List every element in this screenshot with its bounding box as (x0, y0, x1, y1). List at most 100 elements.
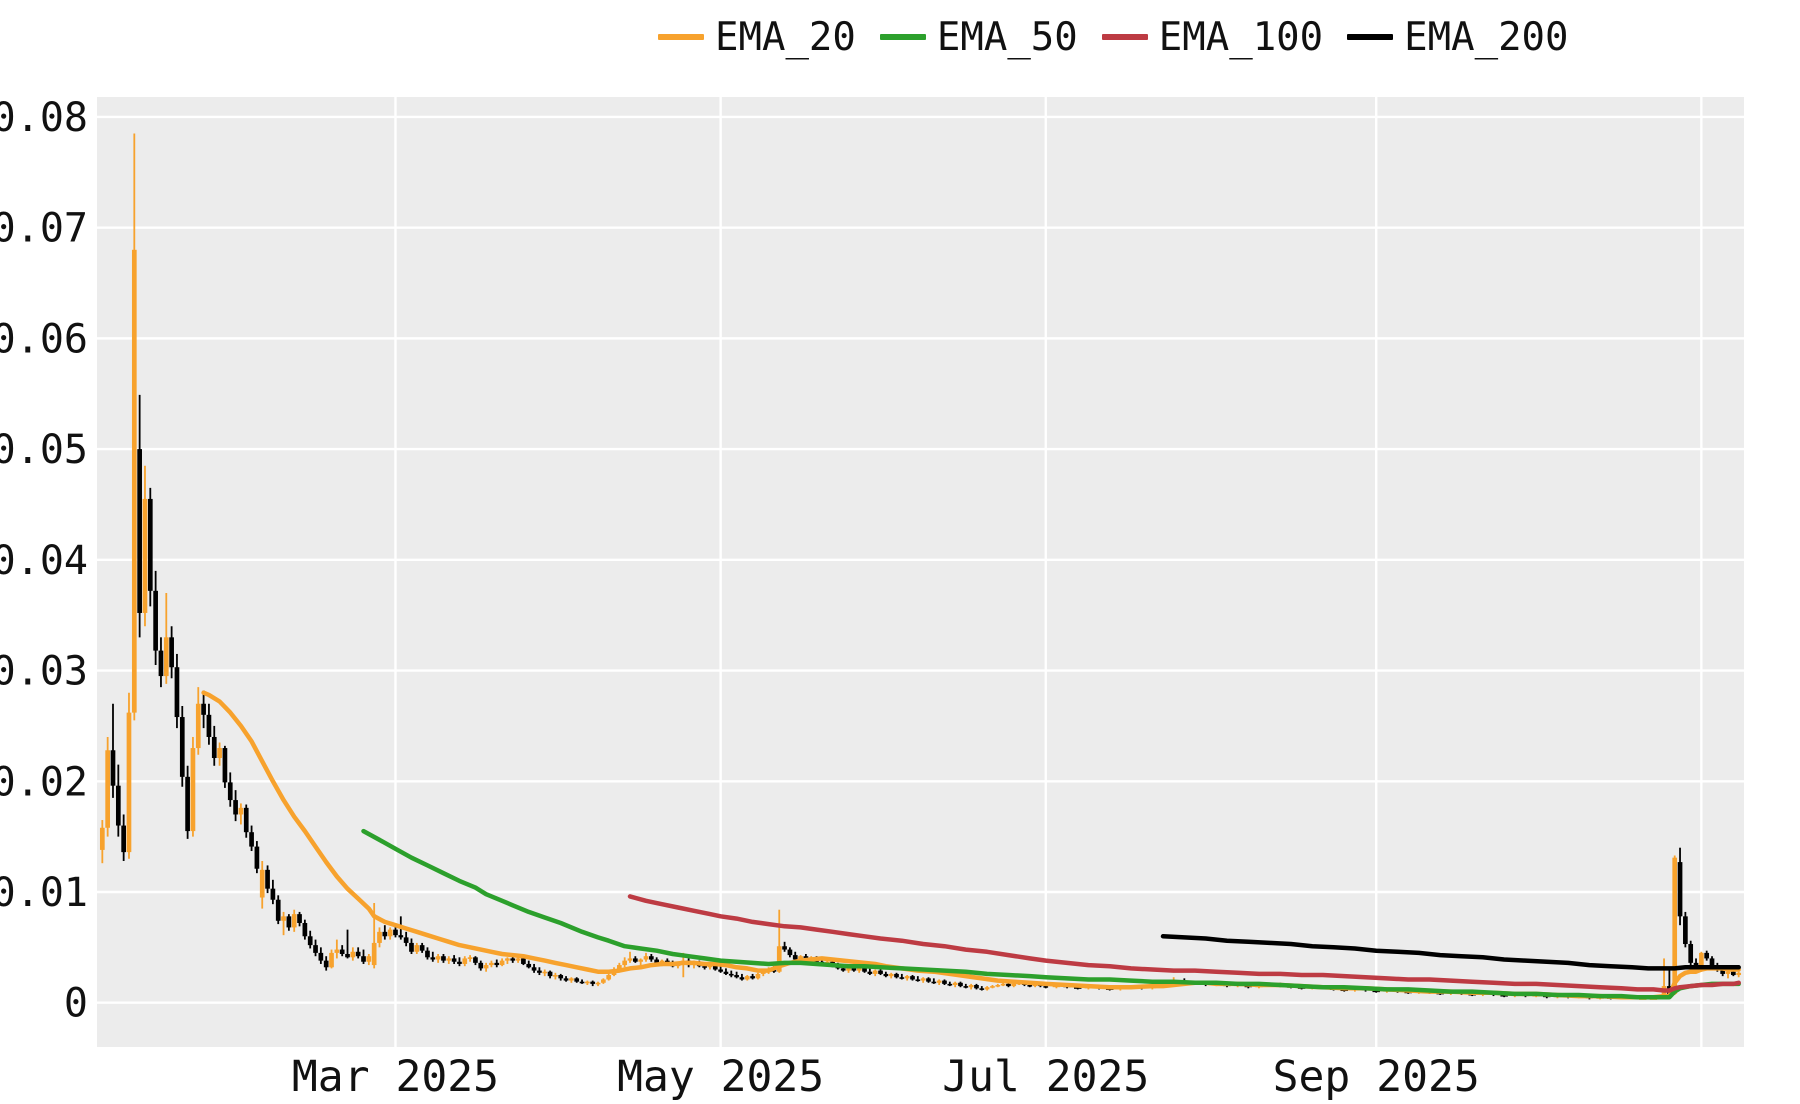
candle-up (1672, 855, 1678, 995)
candle-up (968, 983, 974, 990)
candle-up (190, 736, 196, 837)
candle-up (467, 955, 473, 962)
candle-up (105, 736, 111, 837)
candle-down (521, 957, 526, 966)
candle-down (201, 690, 206, 729)
candle-down (787, 947, 793, 958)
candle-down (979, 986, 985, 991)
legend-item-ema-50: EMA_50 (879, 18, 1078, 57)
candle-up (387, 927, 393, 940)
candle-down (867, 968, 873, 976)
candle-down (425, 947, 430, 960)
candle-down (393, 926, 398, 938)
candle-down (915, 976, 921, 982)
legend-label: EMA_200 (1404, 14, 1569, 60)
y-tick-label: 0.02 (0, 759, 88, 805)
candle-down (563, 976, 569, 982)
candle-down (361, 949, 366, 964)
legend-label: EMA_100 (1158, 14, 1324, 60)
candle-down (558, 973, 564, 981)
candle-up (984, 986, 990, 991)
candle-down (718, 966, 723, 973)
candle-down (451, 955, 457, 964)
candle-up (499, 958, 505, 967)
candle-up (238, 803, 244, 825)
candle-up (126, 692, 132, 859)
candle-down (409, 938, 414, 954)
candle-up (281, 911, 286, 936)
candle-up (195, 687, 201, 755)
candle-down (574, 977, 580, 983)
y-tick-label: 0.03 (0, 649, 88, 695)
candle-up (755, 972, 761, 980)
candle-down (254, 841, 260, 874)
candle-down (648, 953, 654, 962)
ema-50-line-swatch-icon (879, 34, 926, 40)
candle-down (249, 825, 254, 852)
candle-down (307, 930, 313, 949)
candle-down (430, 951, 436, 962)
candle-down (265, 865, 270, 894)
candle-down (441, 953, 446, 963)
candle-down (739, 973, 745, 981)
candle-down (1704, 950, 1710, 961)
candle-up (952, 981, 958, 988)
candle-down (179, 705, 185, 787)
candle-up (601, 978, 606, 984)
candle-up (334, 939, 340, 959)
candle-down (728, 970, 734, 978)
candle-down (297, 911, 302, 927)
candle-up (414, 942, 420, 954)
candle-down (478, 960, 484, 971)
candle-down (185, 765, 190, 839)
plot-area (97, 97, 1744, 1047)
y-tick-label: 0.04 (0, 538, 88, 584)
y-tick-label: 0.05 (0, 427, 88, 473)
candle-down (974, 983, 979, 990)
candle-down (750, 973, 755, 980)
candle-up (142, 465, 148, 627)
candle-up (446, 956, 452, 964)
candle-up (904, 975, 910, 981)
ema-200-line-swatch-icon (1347, 34, 1394, 40)
candle-down (899, 973, 905, 980)
ema-50-line (361, 828, 1741, 1000)
candle-down (174, 653, 180, 729)
candle-down (782, 941, 787, 952)
candle-down (323, 956, 329, 971)
candle-up (936, 979, 942, 985)
candle-down (339, 945, 345, 957)
candle-up (595, 981, 601, 987)
candle-up (163, 593, 169, 684)
x-tick-label: Sep 2025 (1273, 1052, 1480, 1100)
candle-up (638, 958, 644, 966)
legend-item-ema-100: EMA_100 (1101, 14, 1324, 60)
legend-item-ema-200: EMA_200 (1347, 14, 1569, 60)
candle-down (547, 970, 553, 979)
candle-up (515, 957, 521, 963)
candle-down (963, 983, 969, 989)
candle-down (355, 947, 361, 959)
candle-up (489, 960, 494, 968)
candle-down (211, 725, 217, 766)
candle-down (243, 804, 249, 838)
candle-down (531, 963, 537, 973)
candle-down (270, 879, 276, 905)
candle-down (942, 979, 947, 985)
candle-up (329, 949, 334, 969)
candle-down (894, 972, 899, 979)
candle-down (1677, 847, 1683, 926)
candle-down (878, 969, 883, 976)
candle-down (403, 931, 409, 947)
legend-label: EMA_20 (715, 14, 856, 60)
x-tick-label: May 2025 (617, 1052, 824, 1100)
candle-down (1683, 911, 1688, 948)
candle-down (734, 971, 739, 979)
candle-down (590, 980, 596, 987)
candle-up (995, 983, 1001, 988)
legend: EMA_20 EMA_50 EMA_100 EMA_200 (658, 10, 1569, 64)
candle-up (606, 973, 612, 981)
candle-down (345, 929, 350, 959)
candle-down (1688, 940, 1694, 966)
